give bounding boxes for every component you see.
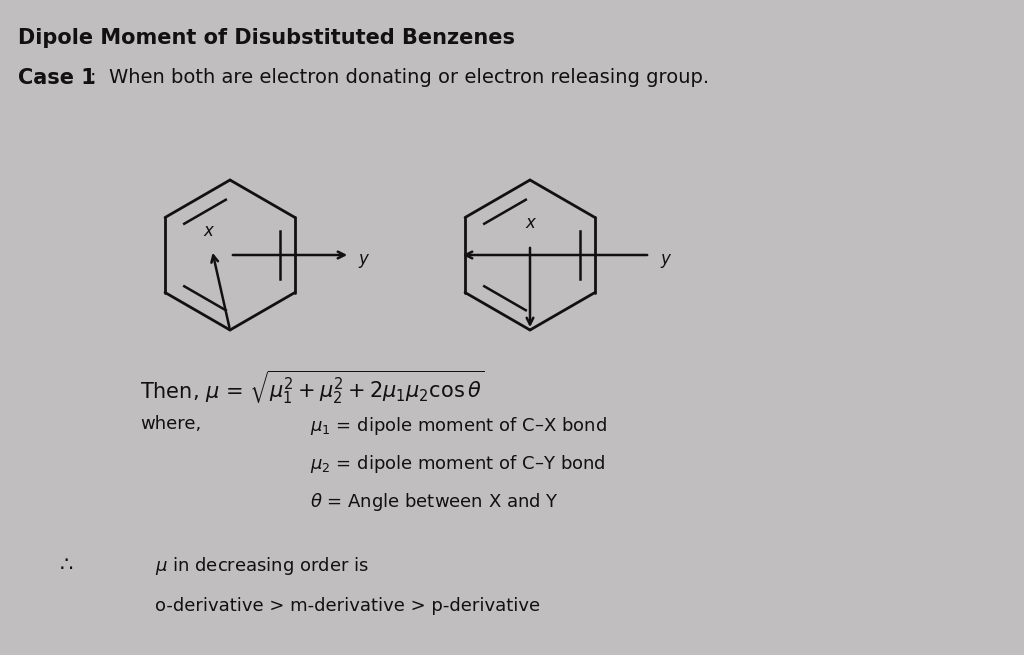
Text: x: x — [203, 222, 213, 240]
Text: y: y — [358, 250, 368, 268]
Text: x: x — [525, 214, 535, 232]
Text: Then, $\mu$ = $\sqrt{\mu_1^2+\mu_2^2+2\mu_1\mu_2\cos\theta}$: Then, $\mu$ = $\sqrt{\mu_1^2+\mu_2^2+2\m… — [140, 368, 484, 405]
Text: :  When both are electron donating or electron releasing group.: : When both are electron donating or ele… — [90, 68, 710, 87]
Text: $\mu_1$ = dipole moment of C–X bond: $\mu_1$ = dipole moment of C–X bond — [310, 415, 607, 437]
Text: $\mu_2$ = dipole moment of C–Y bond: $\mu_2$ = dipole moment of C–Y bond — [310, 453, 605, 475]
Text: y: y — [660, 250, 670, 268]
Text: Case 1: Case 1 — [18, 68, 96, 88]
Text: Dipole Moment of Disubstituted Benzenes: Dipole Moment of Disubstituted Benzenes — [18, 28, 515, 48]
Text: $\mu$ in decreasing order is: $\mu$ in decreasing order is — [155, 555, 369, 577]
Text: o-derivative > m-derivative > p-derivative: o-derivative > m-derivative > p-derivati… — [155, 597, 540, 615]
Text: where,: where, — [140, 415, 202, 433]
Text: $\theta$ = Angle between X and Y: $\theta$ = Angle between X and Y — [310, 491, 559, 513]
Text: ∴: ∴ — [60, 555, 74, 575]
